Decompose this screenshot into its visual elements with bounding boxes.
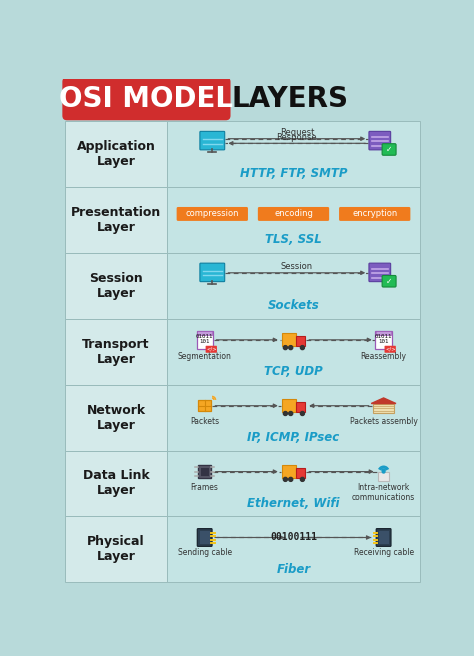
FancyBboxPatch shape	[378, 472, 390, 481]
Circle shape	[301, 478, 304, 482]
Text: 01011
101: 01011 101	[196, 334, 213, 344]
Text: Packets assembly: Packets assembly	[350, 417, 418, 426]
Circle shape	[283, 478, 287, 482]
Text: Session: Session	[281, 262, 313, 271]
Text: Packets: Packets	[190, 417, 219, 426]
Text: encoding: encoding	[274, 209, 313, 218]
Text: Frames: Frames	[191, 483, 219, 492]
Text: Fiber: Fiber	[276, 563, 310, 575]
Text: IP, ICMP, IPsec: IP, ICMP, IPsec	[247, 431, 340, 444]
FancyBboxPatch shape	[339, 207, 410, 221]
FancyBboxPatch shape	[369, 263, 391, 281]
FancyBboxPatch shape	[282, 399, 296, 412]
FancyBboxPatch shape	[65, 319, 166, 384]
Text: compression: compression	[185, 209, 239, 218]
FancyBboxPatch shape	[166, 451, 420, 516]
FancyBboxPatch shape	[166, 384, 420, 451]
FancyBboxPatch shape	[376, 331, 392, 335]
FancyBboxPatch shape	[369, 131, 391, 150]
Text: Reassembly: Reassembly	[361, 352, 407, 361]
Circle shape	[283, 346, 287, 350]
Circle shape	[301, 346, 304, 350]
Text: ✓: ✓	[386, 277, 392, 286]
Circle shape	[289, 346, 293, 350]
FancyBboxPatch shape	[65, 384, 166, 451]
Text: Request: Request	[280, 128, 314, 137]
FancyBboxPatch shape	[65, 451, 166, 516]
FancyBboxPatch shape	[382, 276, 396, 287]
FancyBboxPatch shape	[166, 319, 420, 384]
FancyBboxPatch shape	[65, 121, 166, 187]
Text: TLS, SSL: TLS, SSL	[265, 233, 322, 246]
FancyBboxPatch shape	[200, 467, 210, 476]
Text: Physical
Layer: Physical Layer	[87, 535, 145, 564]
Text: 01011
101: 01011 101	[375, 334, 392, 344]
Text: Application
Layer: Application Layer	[77, 140, 155, 168]
Text: Network
Layer: Network Layer	[86, 403, 146, 432]
Polygon shape	[371, 398, 396, 403]
FancyBboxPatch shape	[65, 516, 166, 583]
Circle shape	[301, 411, 304, 415]
Circle shape	[289, 411, 293, 415]
FancyBboxPatch shape	[206, 346, 217, 353]
FancyBboxPatch shape	[197, 331, 212, 335]
Circle shape	[289, 478, 293, 482]
Circle shape	[382, 470, 385, 473]
FancyBboxPatch shape	[63, 77, 230, 120]
FancyBboxPatch shape	[296, 402, 305, 412]
Text: Sockets: Sockets	[268, 299, 319, 312]
Text: Session
Layer: Session Layer	[89, 272, 143, 300]
Text: Sending cable: Sending cable	[178, 548, 232, 558]
FancyBboxPatch shape	[384, 346, 396, 353]
FancyBboxPatch shape	[282, 465, 296, 478]
FancyBboxPatch shape	[200, 531, 210, 544]
Text: Transport
Layer: Transport Layer	[82, 338, 150, 365]
FancyBboxPatch shape	[197, 529, 212, 546]
Text: Segmentation: Segmentation	[178, 352, 232, 361]
FancyBboxPatch shape	[200, 131, 225, 150]
FancyBboxPatch shape	[200, 263, 225, 281]
FancyBboxPatch shape	[65, 253, 166, 319]
FancyBboxPatch shape	[382, 144, 396, 155]
FancyBboxPatch shape	[166, 253, 420, 319]
FancyBboxPatch shape	[198, 400, 211, 411]
Text: OSI MODEL: OSI MODEL	[59, 85, 233, 113]
FancyBboxPatch shape	[197, 331, 213, 349]
Text: Receiving cable: Receiving cable	[354, 548, 414, 558]
Text: 00100111: 00100111	[270, 532, 317, 542]
Text: Intra-network
communications: Intra-network communications	[352, 483, 415, 502]
FancyBboxPatch shape	[166, 187, 420, 253]
Text: TCP, UDP: TCP, UDP	[264, 365, 323, 378]
Text: encryption: encryption	[352, 209, 397, 218]
Text: </>: </>	[206, 347, 217, 352]
FancyBboxPatch shape	[296, 468, 305, 478]
FancyBboxPatch shape	[166, 121, 420, 187]
Text: Response: Response	[276, 133, 317, 142]
Text: HTTP, FTP, SMTP: HTTP, FTP, SMTP	[240, 167, 347, 180]
FancyBboxPatch shape	[379, 531, 389, 544]
FancyBboxPatch shape	[282, 333, 296, 346]
Text: LAYERS: LAYERS	[231, 85, 348, 113]
Text: Ethernet, Wifi: Ethernet, Wifi	[247, 497, 340, 510]
Text: Data Link
Layer: Data Link Layer	[82, 470, 149, 497]
Text: ✓: ✓	[386, 145, 392, 154]
FancyBboxPatch shape	[166, 516, 420, 583]
FancyBboxPatch shape	[258, 207, 329, 221]
FancyBboxPatch shape	[177, 207, 248, 221]
Text: Presentation
Layer: Presentation Layer	[71, 206, 161, 234]
Circle shape	[283, 411, 287, 415]
FancyBboxPatch shape	[373, 403, 394, 413]
FancyBboxPatch shape	[376, 529, 391, 546]
FancyBboxPatch shape	[296, 336, 305, 346]
FancyBboxPatch shape	[375, 331, 392, 349]
FancyBboxPatch shape	[198, 465, 211, 478]
FancyBboxPatch shape	[65, 187, 166, 253]
Text: </>: </>	[385, 347, 396, 352]
